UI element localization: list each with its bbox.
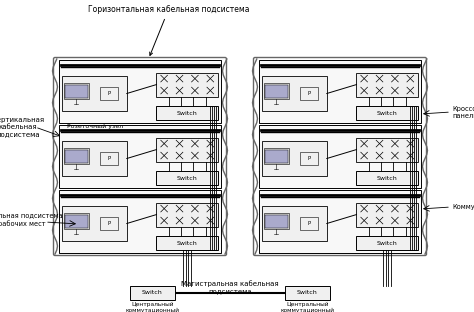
Bar: [156, 106, 218, 120]
Bar: [62, 141, 127, 176]
Bar: [356, 106, 418, 120]
Text: Центральный
коммутационный
узел 2-го здания: Центральный коммутационный узел 2-го зда…: [281, 302, 335, 312]
Text: Кроссовая
панель: Кроссовая панель: [452, 105, 474, 119]
Bar: [59, 60, 221, 123]
Text: Кабельная подсистема
рабочих мест: Кабельная подсистема рабочих мест: [0, 212, 63, 227]
Bar: [259, 60, 421, 123]
Text: P: P: [307, 156, 310, 161]
Bar: [300, 217, 318, 231]
Text: Switch: Switch: [177, 110, 198, 115]
Bar: [59, 190, 221, 253]
Bar: [356, 73, 418, 96]
Text: Switch: Switch: [177, 241, 198, 246]
Bar: [65, 215, 88, 228]
Bar: [64, 148, 89, 164]
Bar: [265, 215, 288, 228]
FancyBboxPatch shape: [254, 57, 427, 256]
Bar: [356, 202, 418, 227]
Bar: [264, 83, 289, 99]
Bar: [356, 236, 418, 250]
Bar: [156, 236, 218, 250]
Text: P: P: [107, 221, 110, 226]
Text: Switch: Switch: [377, 176, 398, 181]
Bar: [100, 217, 118, 231]
Text: Горизонтальная кабельная подсистема: Горизонтальная кабельная подсистема: [88, 5, 249, 56]
Bar: [265, 150, 288, 163]
Text: Switch: Switch: [377, 241, 398, 246]
Bar: [264, 148, 289, 164]
Bar: [64, 213, 89, 229]
Text: Центральный
коммутационный
узел 1-го здания: Центральный коммутационный узел 1-го зда…: [126, 302, 180, 312]
Bar: [285, 286, 330, 300]
Bar: [300, 152, 318, 165]
Bar: [262, 206, 327, 241]
Text: P: P: [307, 221, 310, 226]
Bar: [264, 213, 289, 229]
Text: P: P: [307, 91, 310, 96]
Bar: [59, 125, 221, 188]
Text: P: P: [107, 91, 110, 96]
Bar: [64, 83, 89, 99]
Bar: [262, 141, 327, 176]
Bar: [65, 150, 88, 163]
Bar: [156, 202, 218, 227]
Bar: [265, 85, 288, 98]
Text: Switch: Switch: [377, 110, 398, 115]
Text: Switch: Switch: [142, 290, 163, 295]
Bar: [130, 286, 175, 300]
Text: Switch: Switch: [177, 176, 198, 181]
Bar: [156, 138, 218, 162]
Bar: [100, 86, 118, 100]
Bar: [356, 171, 418, 185]
Bar: [262, 76, 327, 111]
Bar: [62, 76, 127, 111]
Bar: [100, 152, 118, 165]
Bar: [300, 86, 318, 100]
Text: P: P: [107, 156, 110, 161]
Bar: [259, 125, 421, 188]
Text: Коммутатор: Коммутатор: [452, 204, 474, 210]
Text: Вертикальная
кабельная
подсистема: Вертикальная кабельная подсистема: [0, 117, 44, 137]
Bar: [259, 190, 421, 253]
Bar: [65, 85, 88, 98]
FancyBboxPatch shape: [54, 57, 227, 256]
Bar: [156, 171, 218, 185]
Bar: [356, 138, 418, 162]
Text: Switch: Switch: [297, 290, 318, 295]
Text: Розеточный узел: Розеточный узел: [66, 124, 123, 129]
Bar: [62, 206, 127, 241]
Bar: [156, 73, 218, 96]
Text: Магистральная кабельная
подсистема: Магистральная кабельная подсистема: [181, 280, 279, 294]
